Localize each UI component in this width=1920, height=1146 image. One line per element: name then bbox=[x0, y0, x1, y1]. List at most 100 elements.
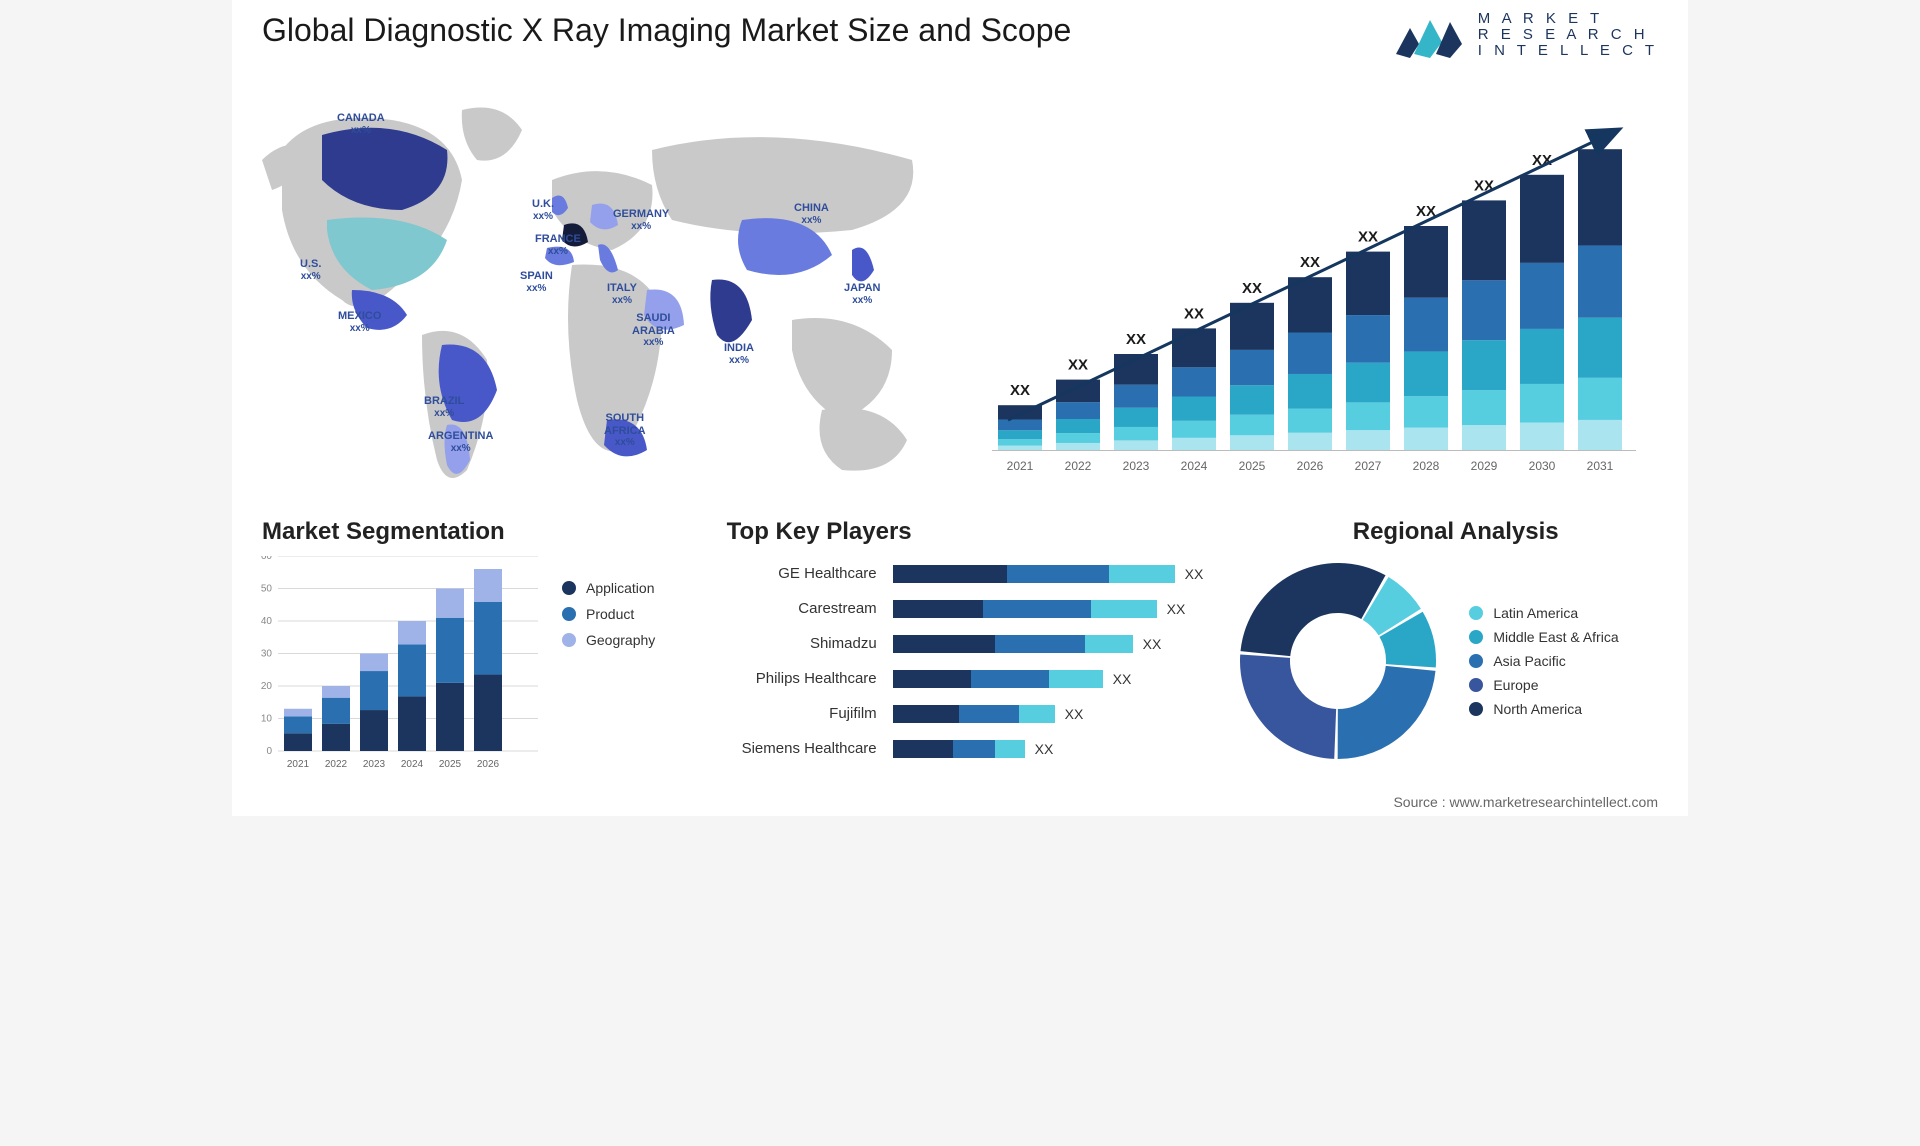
legend-label: Europe bbox=[1493, 677, 1538, 693]
map-country-label: JAPANxx% bbox=[844, 282, 880, 306]
segmentation-body: 0102030405060202120222023202420252026 Ap… bbox=[252, 556, 687, 766]
regional-panel: Regional Analysis Latin AmericaMiddle Ea… bbox=[1233, 518, 1668, 778]
svg-text:2025: 2025 bbox=[1239, 459, 1266, 473]
player-bar-row: XX bbox=[893, 597, 1204, 621]
world-map-panel: CANADAxx%U.S.xx%MEXICOxx%BRAZILxx%ARGENT… bbox=[252, 90, 952, 500]
legend-item: Product bbox=[562, 606, 655, 622]
map-country-label: U.K.xx% bbox=[532, 198, 554, 222]
svg-text:20: 20 bbox=[261, 681, 273, 692]
legend-dot-icon bbox=[1469, 678, 1483, 692]
player-bar-row: XX bbox=[893, 632, 1204, 656]
legend-dot-icon bbox=[1469, 630, 1483, 644]
legend-item: North America bbox=[1469, 701, 1618, 717]
player-bar-segment bbox=[893, 740, 953, 758]
svg-text:0: 0 bbox=[266, 746, 272, 757]
key-players-body: GE HealthcareCarestreamShimadzuPhilips H… bbox=[717, 556, 1204, 766]
svg-text:2022: 2022 bbox=[1065, 459, 1092, 473]
map-country-label: ARGENTINAxx% bbox=[428, 430, 493, 454]
player-bar-row: XX bbox=[893, 737, 1204, 761]
svg-text:2021: 2021 bbox=[287, 759, 310, 770]
legend-label: Product bbox=[586, 606, 634, 622]
svg-text:10: 10 bbox=[261, 714, 273, 725]
svg-text:60: 60 bbox=[261, 556, 273, 562]
legend-label: Geography bbox=[586, 632, 655, 648]
donut-slice bbox=[1338, 666, 1436, 759]
svg-text:2024: 2024 bbox=[1181, 459, 1208, 473]
svg-text:2021: 2021 bbox=[1007, 459, 1034, 473]
legend-label: Middle East & Africa bbox=[1493, 629, 1618, 645]
legend-item: Europe bbox=[1469, 677, 1618, 693]
svg-text:XX: XX bbox=[1300, 254, 1320, 271]
svg-text:40: 40 bbox=[261, 616, 273, 627]
player-bar-segment bbox=[893, 600, 983, 618]
source-text: Source : www.marketresearchintellect.com bbox=[1393, 794, 1658, 810]
svg-text:2031: 2031 bbox=[1587, 459, 1614, 473]
player-bar-segment bbox=[893, 705, 959, 723]
legend-item: Geography bbox=[562, 632, 655, 648]
map-country-label: CHINAxx% bbox=[794, 202, 829, 226]
player-name: Carestream bbox=[717, 600, 877, 617]
logo-mark-icon bbox=[1394, 10, 1464, 60]
key-players-names: GE HealthcareCarestreamShimadzuPhilips H… bbox=[717, 556, 877, 766]
legend-dot-icon bbox=[562, 581, 576, 595]
map-country-label: FRANCExx% bbox=[535, 233, 581, 257]
svg-text:2028: 2028 bbox=[1413, 459, 1440, 473]
player-name: Philips Healthcare bbox=[717, 670, 877, 687]
svg-text:2024: 2024 bbox=[401, 759, 424, 770]
segmentation-chart: 0102030405060202120222023202420252026 bbox=[252, 556, 542, 776]
segmentation-panel: Market Segmentation 01020304050602021202… bbox=[252, 518, 687, 778]
player-name: Fujifilm bbox=[717, 705, 877, 722]
player-value-label: XX bbox=[1167, 601, 1186, 617]
legend-dot-icon bbox=[1469, 654, 1483, 668]
map-country-label: SPAINxx% bbox=[520, 270, 553, 294]
donut-slice bbox=[1240, 655, 1336, 759]
segmentation-legend: Application Product Geography bbox=[562, 570, 655, 658]
svg-text:XX: XX bbox=[1358, 229, 1378, 246]
key-players-panel: Top Key Players GE HealthcareCarestreamS… bbox=[717, 518, 1204, 778]
regional-body: Latin AmericaMiddle East & AfricaAsia Pa… bbox=[1233, 556, 1668, 766]
player-bar bbox=[893, 635, 1133, 653]
regional-title: Regional Analysis bbox=[1243, 518, 1668, 546]
logo-text: M A R K E T R E S E A R C H I N T E L L … bbox=[1478, 11, 1658, 58]
market-size-chart: XX2021XX2022XX2023XX2024XX2025XX2026XX20… bbox=[978, 90, 1658, 490]
legend-dot-icon bbox=[1469, 702, 1483, 716]
player-bar-segment bbox=[893, 565, 1007, 583]
player-value-label: XX bbox=[1065, 706, 1084, 722]
map-country-label: SAUDIARABIAxx% bbox=[632, 312, 675, 349]
player-bar-segment bbox=[1007, 565, 1109, 583]
player-bar-segment bbox=[1049, 670, 1103, 688]
player-bar bbox=[893, 670, 1103, 688]
svg-text:2029: 2029 bbox=[1471, 459, 1498, 473]
map-country-label: ITALYxx% bbox=[607, 282, 637, 306]
player-bar bbox=[893, 600, 1157, 618]
map-country-label: MEXICOxx% bbox=[338, 310, 381, 334]
page-title: Global Diagnostic X Ray Imaging Market S… bbox=[262, 12, 1071, 49]
key-players-title: Top Key Players bbox=[727, 518, 1204, 546]
svg-text:XX: XX bbox=[1068, 357, 1088, 374]
page: Global Diagnostic X Ray Imaging Market S… bbox=[232, 0, 1688, 816]
logo-line-3: I N T E L L E C T bbox=[1478, 43, 1658, 59]
player-bar bbox=[893, 740, 1025, 758]
player-name: Shimadzu bbox=[717, 635, 877, 652]
legend-label: Application bbox=[586, 580, 655, 596]
player-value-label: XX bbox=[1143, 636, 1162, 652]
player-bar-segment bbox=[1085, 635, 1133, 653]
svg-text:XX: XX bbox=[1184, 305, 1204, 322]
player-bar bbox=[893, 705, 1055, 723]
player-bar-segment bbox=[995, 740, 1025, 758]
player-bar-segment bbox=[953, 740, 995, 758]
player-bar-segment bbox=[1019, 705, 1055, 723]
map-country-label: CANADAxx% bbox=[337, 112, 385, 136]
player-bar-segment bbox=[1109, 565, 1175, 583]
brand-logo: M A R K E T R E S E A R C H I N T E L L … bbox=[1394, 10, 1658, 60]
svg-text:2025: 2025 bbox=[439, 759, 462, 770]
donut-slice bbox=[1241, 563, 1386, 656]
logo-line-1: M A R K E T bbox=[1478, 11, 1658, 27]
map-country-label: INDIAxx% bbox=[724, 342, 754, 366]
player-bar-segment bbox=[893, 670, 971, 688]
player-value-label: XX bbox=[1035, 741, 1054, 757]
player-bar bbox=[893, 565, 1175, 583]
svg-text:2027: 2027 bbox=[1355, 459, 1382, 473]
svg-text:XX: XX bbox=[1010, 382, 1030, 399]
player-bar-segment bbox=[971, 670, 1049, 688]
